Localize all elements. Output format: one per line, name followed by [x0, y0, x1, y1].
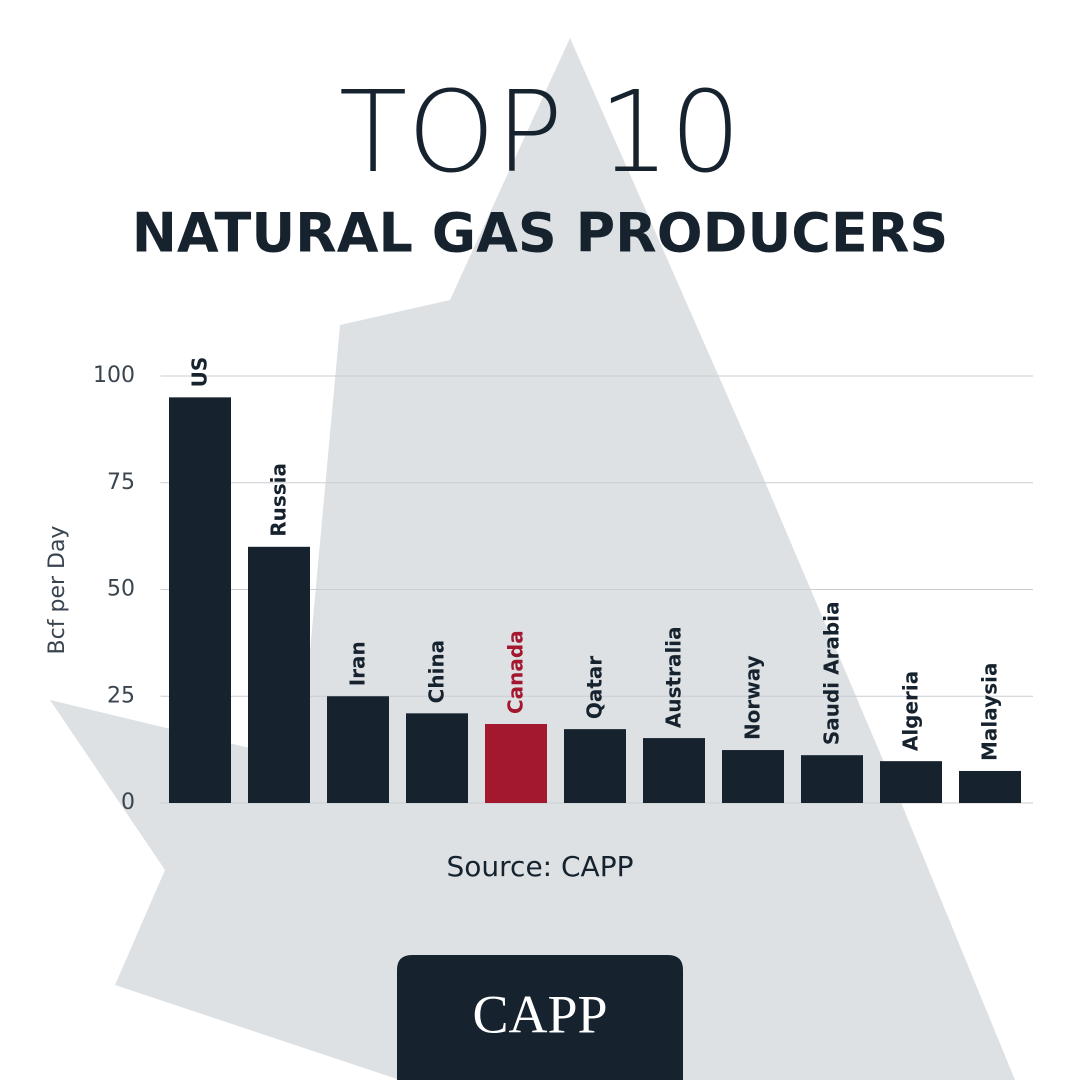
y-tick-label: 100	[93, 363, 135, 388]
category-label: Malaysia	[978, 663, 1002, 761]
bar	[959, 770, 1021, 803]
bar	[801, 755, 863, 803]
y-tick-label: 75	[107, 470, 135, 495]
category-label: Iran	[346, 641, 370, 686]
bar	[248, 546, 310, 803]
bar	[643, 738, 705, 803]
bar	[485, 724, 547, 803]
source-note: Source: CAPP	[447, 850, 634, 883]
maple-leaf-background	[50, 38, 1015, 1080]
y-axis-label: Bcf per Day	[45, 526, 70, 655]
category-label: Algeria	[899, 671, 923, 751]
chart-title: TOP 10	[339, 68, 741, 198]
bar	[880, 761, 942, 803]
logo-box	[397, 955, 683, 1080]
bar	[722, 750, 784, 803]
category-label: Canada	[504, 630, 528, 714]
bar	[564, 729, 626, 803]
bar	[169, 397, 231, 803]
category-label: China	[425, 640, 449, 704]
category-label: Russia	[267, 463, 291, 537]
y-tick-label: 25	[107, 683, 135, 708]
category-label: Qatar	[583, 656, 607, 720]
chart-subtitle: NATURAL GAS PRODUCERS	[132, 202, 949, 265]
category-label: Norway	[741, 655, 765, 740]
category-label: Australia	[662, 626, 686, 728]
category-label: Saudi Arabia	[820, 601, 844, 745]
bar	[327, 696, 389, 803]
y-tick-label: 0	[121, 790, 135, 815]
logo: CAPP	[472, 984, 607, 1044]
y-tick-label: 50	[107, 577, 135, 602]
category-label: US	[188, 357, 212, 388]
bar	[406, 713, 468, 803]
